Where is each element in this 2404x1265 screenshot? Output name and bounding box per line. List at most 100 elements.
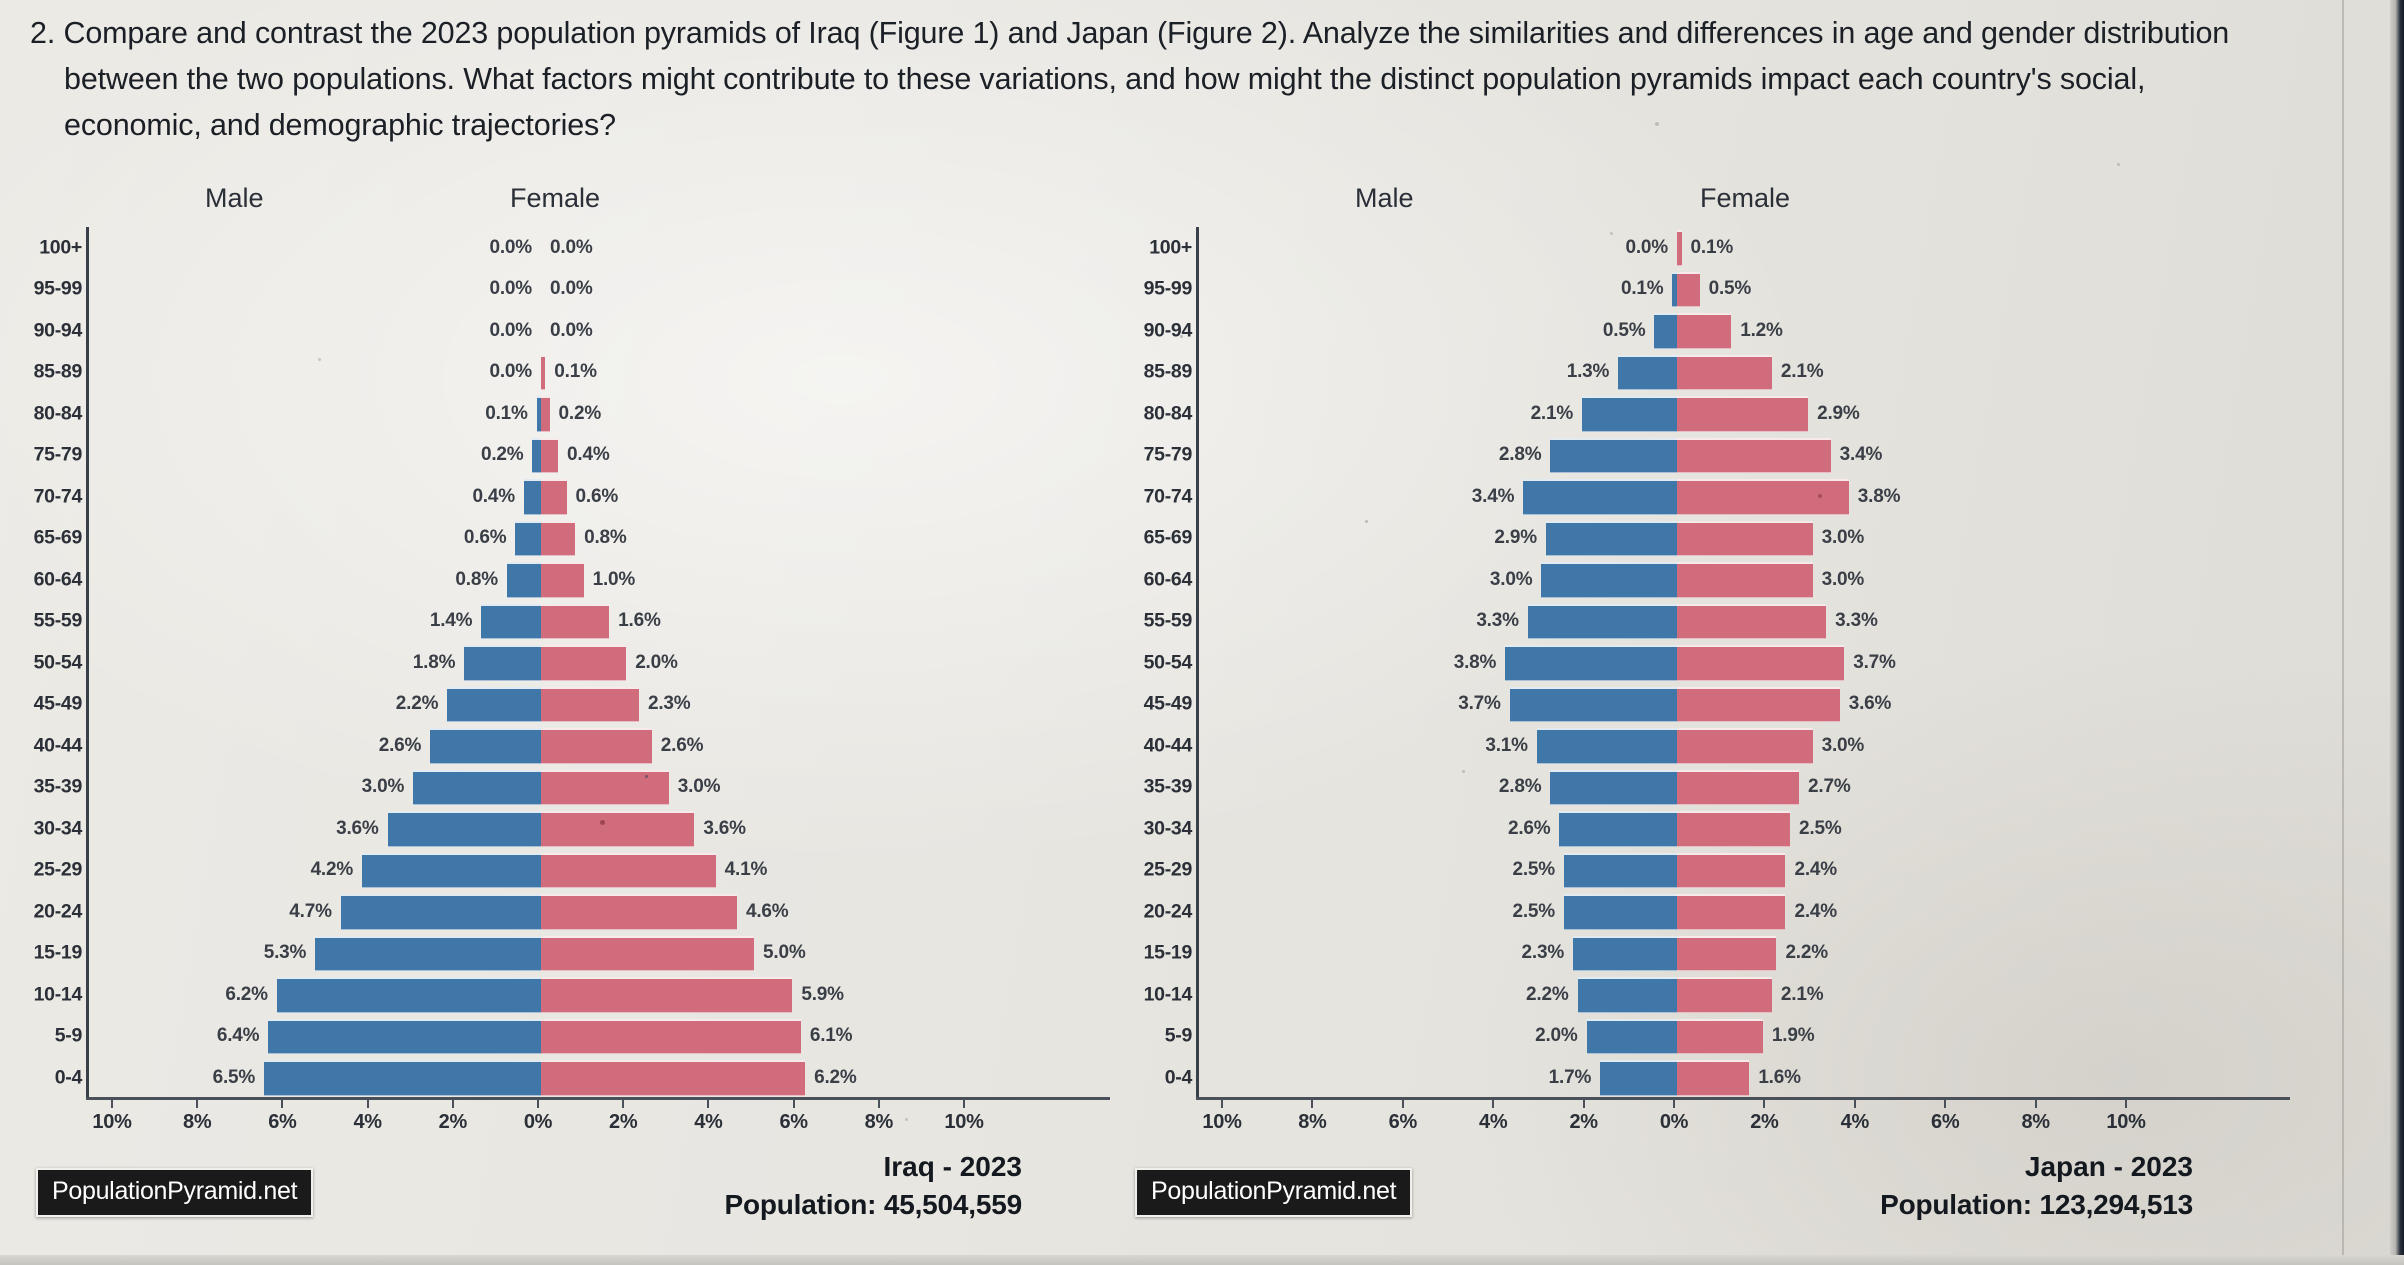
female-bar xyxy=(541,936,754,972)
male-bar xyxy=(430,728,541,764)
age-group-label: 25-29 xyxy=(20,859,82,882)
bar-track: 2.5%2.4% xyxy=(1199,891,2290,933)
male-value-label: 1.4% xyxy=(430,610,473,632)
x-axis-tick xyxy=(1854,1097,1856,1108)
x-axis-tick xyxy=(111,1097,113,1108)
female-bar-container xyxy=(541,562,584,598)
male-bar xyxy=(1573,936,1677,972)
female-bar-container xyxy=(541,479,567,515)
male-value-label: 6.5% xyxy=(213,1067,256,1089)
female-value-label: 0.1% xyxy=(554,361,597,383)
age-group-label: 50-54 xyxy=(1130,651,1192,674)
female-bar xyxy=(541,770,669,806)
male-bar xyxy=(1537,728,1677,764)
female-value-label: 1.9% xyxy=(1772,1025,1815,1047)
age-group-label: 85-89 xyxy=(20,361,82,384)
x-axis-tick xyxy=(793,1097,795,1108)
x-axis-tick xyxy=(537,1097,539,1108)
male-bar-container xyxy=(1618,355,1677,391)
pyramid-row: 5-9 2.0% 1.9% xyxy=(1130,1016,2290,1058)
question-text-block: 2. Compare and contrast the 2023 populat… xyxy=(30,10,2260,148)
female-value-label: 1.6% xyxy=(1758,1067,1801,1089)
brand-badge-iraq[interactable]: PopulationPyramid.net xyxy=(36,1168,313,1217)
female-bar xyxy=(1677,230,1682,266)
male-bar-container xyxy=(1505,645,1677,681)
x-axis-tick xyxy=(196,1097,198,1108)
male-bar xyxy=(464,645,541,681)
bar-track: 2.8%2.7% xyxy=(1199,767,2290,809)
female-bar-container xyxy=(1677,230,1682,266)
female-bar xyxy=(1677,728,1813,764)
age-group-label: 80-84 xyxy=(1130,402,1192,425)
female-bar-container xyxy=(1677,687,1840,723)
female-bar-container xyxy=(541,438,558,474)
male-value-label: 3.4% xyxy=(1472,486,1515,508)
female-bar-container xyxy=(1677,604,1826,640)
male-bar-container xyxy=(1654,313,1677,349)
x-axis-tick xyxy=(1311,1097,1313,1108)
male-legend-label-iraq: Male xyxy=(205,183,264,214)
female-bar xyxy=(1677,604,1826,640)
female-value-label: 5.9% xyxy=(801,984,844,1006)
bar-track: 2.2%2.3% xyxy=(89,684,1110,726)
female-bar-container xyxy=(1677,355,1772,391)
page-fold-line xyxy=(2342,0,2344,1265)
male-bar xyxy=(515,521,541,557)
age-group-label: 0-4 xyxy=(20,1066,82,1089)
pyramid-row: 65-692.9%3.0% xyxy=(1130,518,2290,560)
bar-track: 0.0% 0.1% xyxy=(89,352,1110,394)
population-pyramid-japan: Male Female 100+0.0%0.1%95-990.1%0.5%90-… xyxy=(1130,195,2290,1245)
male-value-label: 0.6% xyxy=(464,527,507,549)
male-bar-container xyxy=(532,438,541,474)
male-value-label: 2.5% xyxy=(1512,901,1555,923)
bar-track: 2.6%2.5% xyxy=(1199,808,2290,850)
x-axis-japan: 10%8%6%4%2%0%2%4%6%8%10% xyxy=(1196,1097,2290,1143)
pyramid-row: 65-690.6%0.8% xyxy=(20,518,1110,560)
pyramid-row: 85-89 0.0% 0.1% xyxy=(20,352,1110,394)
brand-badge-japan[interactable]: PopulationPyramid.net xyxy=(1135,1168,1412,1217)
country-title-iraq: Iraq - 2023 xyxy=(725,1151,1023,1183)
male-value-label: 0.0% xyxy=(489,361,532,383)
age-group-label: 5-9 xyxy=(1130,1025,1192,1048)
age-group-label: 20-24 xyxy=(1130,900,1192,923)
x-axis-tick-label: 10% xyxy=(1202,1111,1241,1134)
male-value-label: 0.8% xyxy=(455,569,498,591)
female-bar-container xyxy=(541,687,639,723)
female-bar-container xyxy=(1677,811,1790,847)
female-bar-container xyxy=(1677,977,1772,1013)
male-bar xyxy=(1578,977,1677,1013)
question-body: Compare and contrast the 2023 population… xyxy=(63,16,2229,142)
male-bar xyxy=(362,853,541,889)
male-value-label: 0.0% xyxy=(489,237,532,259)
male-bar-container xyxy=(341,894,541,930)
pyramid-row: 40-443.1%3.0% xyxy=(1130,725,2290,767)
scanned-worksheet-page: 2. Compare and contrast the 2023 populat… xyxy=(0,0,2404,1265)
female-bar xyxy=(541,1060,805,1096)
female-bar xyxy=(541,438,558,474)
male-bar xyxy=(388,811,541,847)
male-bar xyxy=(1564,853,1677,889)
female-bar-container xyxy=(1677,770,1799,806)
pyramid-row: 60-643.0%3.0% xyxy=(1130,559,2290,601)
male-value-label: 2.2% xyxy=(1526,984,1569,1006)
male-value-label: 2.8% xyxy=(1499,444,1542,466)
pyramid-row: 0-41.7%1.6% xyxy=(1130,1057,2290,1099)
bar-track: 2.1%2.9% xyxy=(1199,393,2290,435)
male-bar xyxy=(1582,396,1677,432)
female-bar xyxy=(541,728,652,764)
bar-track: 3.7%3.6% xyxy=(1199,684,2290,726)
female-value-label: 2.3% xyxy=(648,693,691,715)
pyramid-row: 90-940.0%0.0% xyxy=(20,310,1110,352)
female-bar-container xyxy=(541,1019,801,1055)
pyramid-row: 25-292.5%2.4% xyxy=(1130,850,2290,892)
male-value-label: 1.7% xyxy=(1549,1067,1592,1089)
bar-track: 0.1%0.2% xyxy=(89,393,1110,435)
male-value-label: 2.0% xyxy=(1535,1025,1578,1047)
pyramid-row: 35-393.0%3.0% xyxy=(20,767,1110,809)
pyramid-row: 30-342.6%2.5% xyxy=(1130,808,2290,850)
pyramid-row: 20-244.7%4.6% xyxy=(20,891,1110,933)
female-bar xyxy=(1677,313,1731,349)
pyramid-row: 100+0.0%0.0% xyxy=(20,227,1110,269)
male-bar xyxy=(507,562,541,598)
age-group-label: 95-99 xyxy=(20,278,82,301)
